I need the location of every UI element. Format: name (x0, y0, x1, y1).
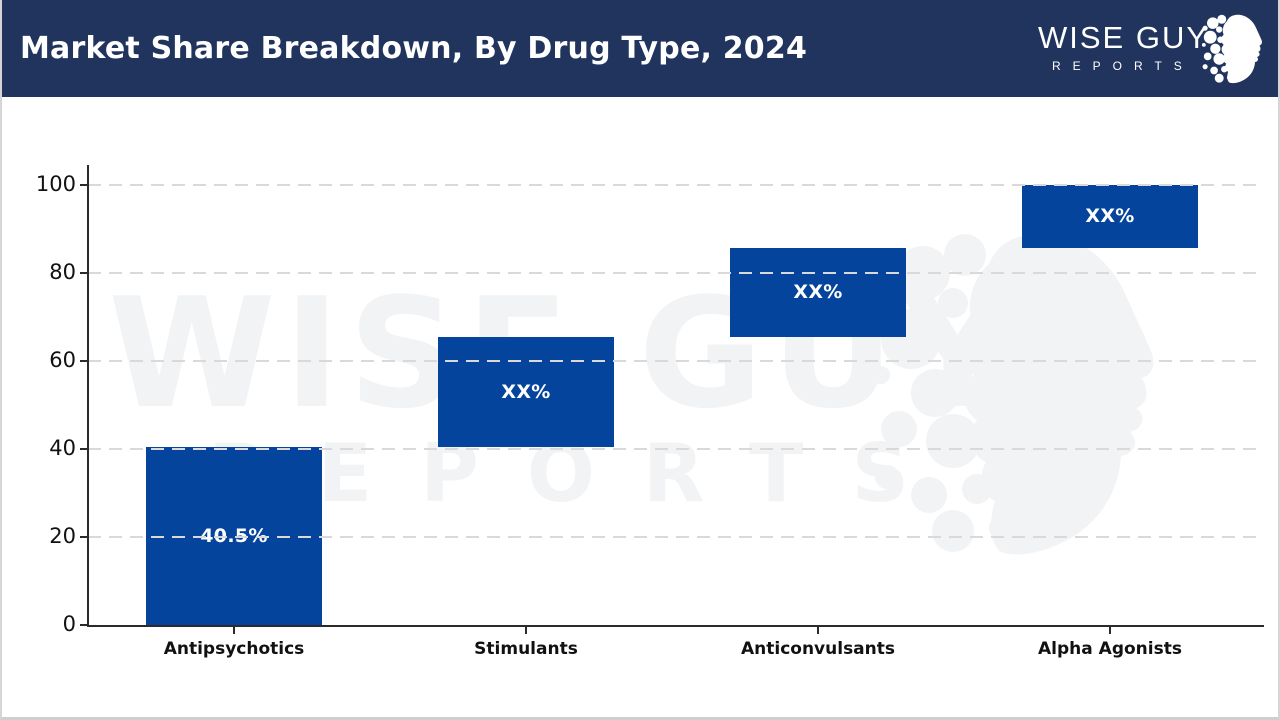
bar-stimulants: XX% (438, 336, 614, 447)
y-tick-label: 40 (49, 436, 76, 460)
x-axis-label: Anticonvulsants (740, 639, 896, 659)
bar-antipsychotics: 40.5% (146, 446, 322, 625)
wise-guy-logo: WISE GUY REPORTS (1000, 6, 1268, 92)
y-axis-line (87, 165, 89, 627)
bar-value-label: XX% (1085, 205, 1135, 228)
y-tick-label: 20 (49, 524, 76, 548)
header: Market Share Breakdown, By Drug Type, 20… (0, 0, 1280, 97)
plot-area: 0 20 40 60 80 100 Antipsychotics 40.5% Stimulant… (0, 97, 1280, 720)
gridline (88, 184, 1262, 186)
wise-guy-face-icon (1200, 10, 1264, 90)
bar-value-label: XX% (501, 380, 551, 403)
chart-canvas: WISE GUY REPORTS 0 20 40 60 80 100 Antipsychot… (0, 97, 1280, 720)
gridline (88, 272, 1262, 274)
y-tick-mark (80, 360, 88, 362)
x-axis-label: Alpha Agonists (1038, 639, 1182, 659)
bar-anticonvulsants: XX% (730, 247, 906, 337)
y-tick-mark (80, 272, 88, 274)
x-axis-line (87, 625, 1264, 627)
x-axis-label: Stimulants (474, 639, 578, 659)
y-tick-mark (80, 624, 88, 626)
x-tick-mark (525, 627, 527, 634)
gridline (88, 360, 1262, 362)
y-tick-mark (80, 536, 88, 538)
logo-subtitle: REPORTS (1052, 59, 1194, 73)
gridline (88, 536, 1262, 538)
x-tick-mark (817, 627, 819, 634)
x-tick-mark (233, 627, 235, 634)
x-axis-label: Antipsychotics (163, 639, 305, 659)
bar-alpha-agonists: XX% (1022, 185, 1198, 248)
y-tick-label: 60 (49, 348, 76, 372)
logo-wordmark: WISE GUY (1038, 20, 1210, 55)
bar-value-label: 40.5% (200, 524, 268, 547)
gridline (88, 448, 1262, 450)
bar-value-label: XX% (793, 281, 843, 304)
x-tick-mark (1109, 627, 1111, 634)
y-tick-label: 0 (62, 612, 76, 636)
chart-title: Market Share Breakdown, By Drug Type, 20… (20, 31, 808, 66)
y-tick-label: 100 (35, 172, 76, 196)
y-tick-mark (80, 448, 88, 450)
y-tick-label: 80 (49, 260, 76, 284)
y-tick-mark (80, 184, 88, 186)
